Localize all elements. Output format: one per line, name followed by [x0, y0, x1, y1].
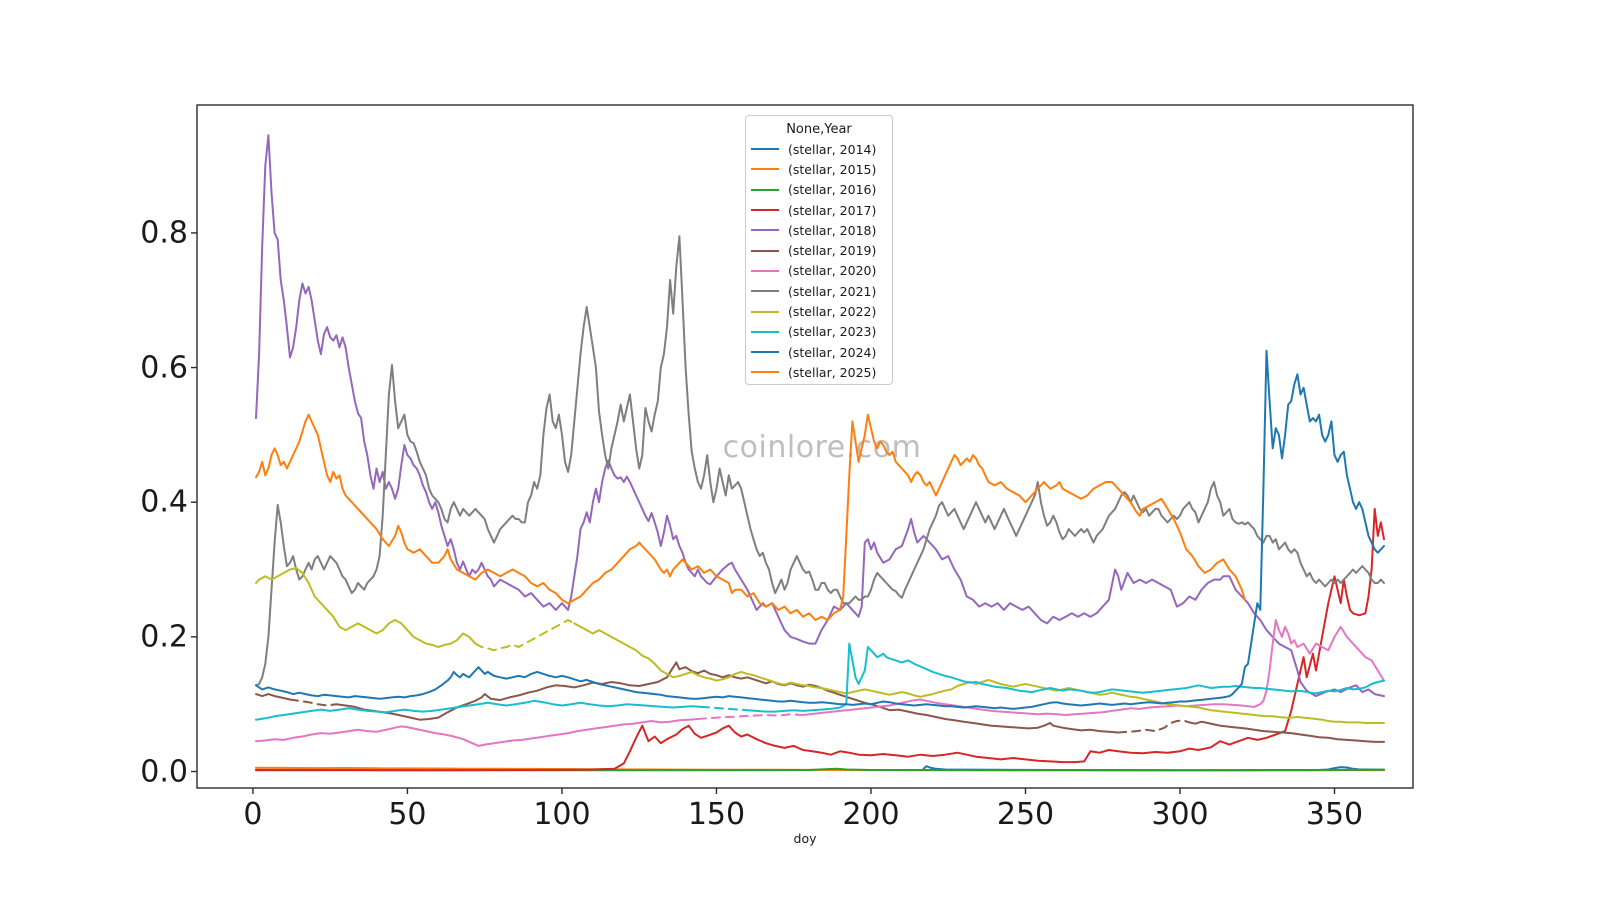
legend-entry: (stellar, 2017) [746, 200, 892, 220]
series-line-2023 [746, 642, 1385, 713]
legend-line-swatch [751, 371, 779, 374]
legend-entry-label: (stellar, 2018) [788, 222, 877, 238]
legend-entry-label: (stellar, 2014) [788, 141, 877, 157]
x-tick-label: 0 [243, 797, 263, 832]
x-tick-label: 50 [388, 797, 427, 832]
legend-entry-label: (stellar, 2015) [788, 161, 877, 177]
plot-border [196, 104, 1414, 789]
x-tick-label: 350 [1305, 797, 1364, 832]
series-line-2022 [474, 619, 576, 652]
y-tick-label: 0.8 [140, 215, 188, 251]
legend-entry-label: (stellar, 2024) [788, 344, 877, 360]
x-tick-label: 250 [996, 797, 1055, 832]
legend-line-swatch [751, 148, 779, 151]
y-tick-label: 0.0 [140, 754, 188, 789]
series-line-2019 [1188, 720, 1385, 743]
legend-entry: (stellar, 2021) [746, 281, 892, 301]
x-tick-label: 150 [687, 797, 746, 832]
series-line-2024 [255, 349, 1385, 710]
legend-entry: (stellar, 2023) [746, 322, 892, 342]
legend-line-swatch [751, 168, 779, 171]
x-tick-label: 200 [842, 797, 900, 832]
series-line-2019 [289, 698, 338, 707]
legend-line-swatch [751, 330, 779, 333]
legend-line-swatch [751, 229, 779, 232]
legend-entry: (stellar, 2019) [746, 240, 892, 260]
legend-entry: (stellar, 2018) [746, 220, 892, 240]
legend-entry: (stellar, 2015) [746, 159, 892, 179]
x-tick-label: 300 [1151, 797, 1209, 832]
series-line-2019 [335, 661, 1120, 734]
x-axis-title: doy [793, 831, 817, 846]
series-line-2025 [255, 413, 1246, 621]
legend: None,Year (stellar, 2014) (stellar, 2015)… [745, 115, 893, 385]
series-line-2019 [1117, 719, 1191, 734]
y-tick-label: 0.6 [140, 350, 188, 386]
legend-entry-label: (stellar, 2022) [788, 304, 877, 320]
series-line-2020 [255, 718, 699, 747]
legend-entry: (stellar, 2016) [746, 180, 892, 200]
legend-entries: (stellar, 2014) (stellar, 2015) (stellar, … [746, 139, 892, 383]
legend-entry: (stellar, 2025) [746, 362, 892, 382]
legend-entry-label: (stellar, 2025) [788, 364, 877, 380]
legend-line-swatch [751, 209, 779, 212]
series-line-2023 [700, 705, 749, 712]
legend-line-swatch [751, 351, 779, 354]
series-line-2021 [255, 235, 1385, 687]
legend-line-swatch [751, 249, 779, 252]
legend-entry: (stellar, 2024) [746, 342, 892, 362]
legend-line-swatch [751, 269, 779, 272]
series-line-2020 [802, 619, 1385, 716]
legend-line-swatch [751, 290, 779, 293]
legend-line-swatch [751, 310, 779, 313]
legend-entry-label: (stellar, 2016) [788, 182, 877, 198]
legend-entry-label: (stellar, 2021) [788, 283, 877, 299]
series-line-2023 [255, 699, 702, 721]
series-line-2020 [696, 713, 804, 720]
legend-entry-label: (stellar, 2019) [788, 243, 877, 259]
legend-entry: (stellar, 2020) [746, 261, 892, 281]
y-tick-label: 0.2 [140, 619, 188, 655]
legend-entry: (stellar, 2014) [746, 139, 892, 159]
series-line-2019 [255, 693, 291, 701]
series-line-2018 [255, 134, 1385, 698]
legend-entry-label: (stellar, 2020) [788, 263, 877, 279]
series-line-2022 [255, 567, 477, 648]
series-line-2022 [573, 622, 1385, 724]
y-tick-label: 0.4 [140, 484, 188, 520]
legend-entry: (stellar, 2022) [746, 301, 892, 321]
series-line-2017 [255, 507, 1385, 772]
watermark: coinlore.com [722, 430, 922, 465]
x-tick-label: 100 [533, 797, 591, 832]
legend-entry-label: (stellar, 2023) [788, 324, 877, 340]
legend-line-swatch [751, 188, 779, 191]
legend-entry-label: (stellar, 2017) [788, 202, 877, 218]
legend-title: None,Year [786, 122, 852, 137]
